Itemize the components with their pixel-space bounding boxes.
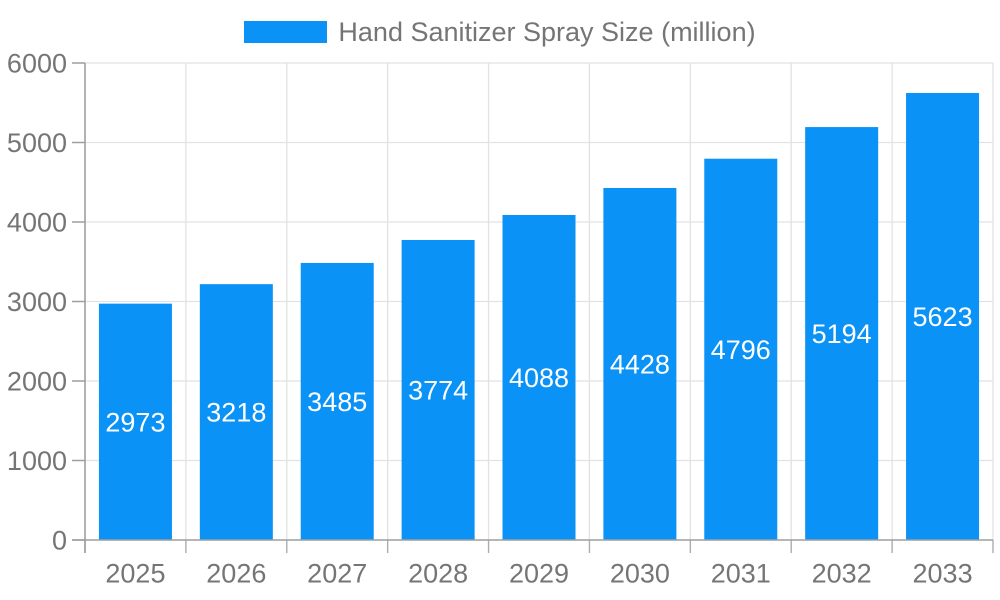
legend-swatch (244, 21, 328, 43)
y-tick-label-6000: 6000 (7, 48, 67, 78)
y-tick-label-0: 0 (52, 525, 67, 555)
y-tick-label-4000: 4000 (7, 207, 67, 237)
bar-2032[interactable] (805, 127, 879, 541)
bar-value-label-2029: 4088 (509, 363, 569, 393)
x-axis-label-2026: 2026 (206, 558, 266, 588)
bar-2027[interactable] (300, 262, 374, 540)
bar-value-label-2028: 3774 (408, 375, 468, 405)
bar-2031[interactable] (704, 158, 778, 540)
bar-value-label-2025: 2973 (105, 407, 165, 437)
bar-2033[interactable] (906, 92, 980, 540)
chart-legend: Hand Sanitizer Spray Size (million) (0, 17, 1000, 47)
y-tick-label-3000: 3000 (7, 287, 67, 317)
x-axis-label-2033: 2033 (913, 558, 973, 588)
y-tick-label-5000: 5000 (7, 128, 67, 158)
bar-value-label-2027: 3485 (307, 387, 367, 417)
x-axis-label-2028: 2028 (408, 558, 468, 588)
y-tick-label-1000: 1000 (7, 446, 67, 476)
y-tick-label-2000: 2000 (7, 366, 67, 396)
bar-value-label-2031: 4796 (711, 335, 771, 365)
x-axis-label-2032: 2032 (812, 558, 872, 588)
bar-2030[interactable] (603, 187, 677, 540)
bar-2026[interactable] (199, 284, 273, 540)
bar-2028[interactable] (401, 239, 475, 541)
bar-value-label-2032: 5194 (812, 319, 872, 349)
x-axis-label-2029: 2029 (509, 558, 569, 588)
bar-value-label-2026: 3218 (206, 398, 266, 428)
bar-value-label-2033: 5623 (913, 302, 973, 332)
x-axis-label-2031: 2031 (711, 558, 771, 588)
bar-2025[interactable] (98, 303, 172, 540)
x-axis-label-2030: 2030 (610, 558, 670, 588)
x-axis-label-2025: 2025 (105, 558, 165, 588)
legend-label: Hand Sanitizer Spray Size (million) (338, 17, 756, 47)
bar-value-label-2030: 4428 (610, 349, 670, 379)
bar-2029[interactable] (502, 215, 576, 540)
x-axis-label-2027: 2027 (307, 558, 367, 588)
